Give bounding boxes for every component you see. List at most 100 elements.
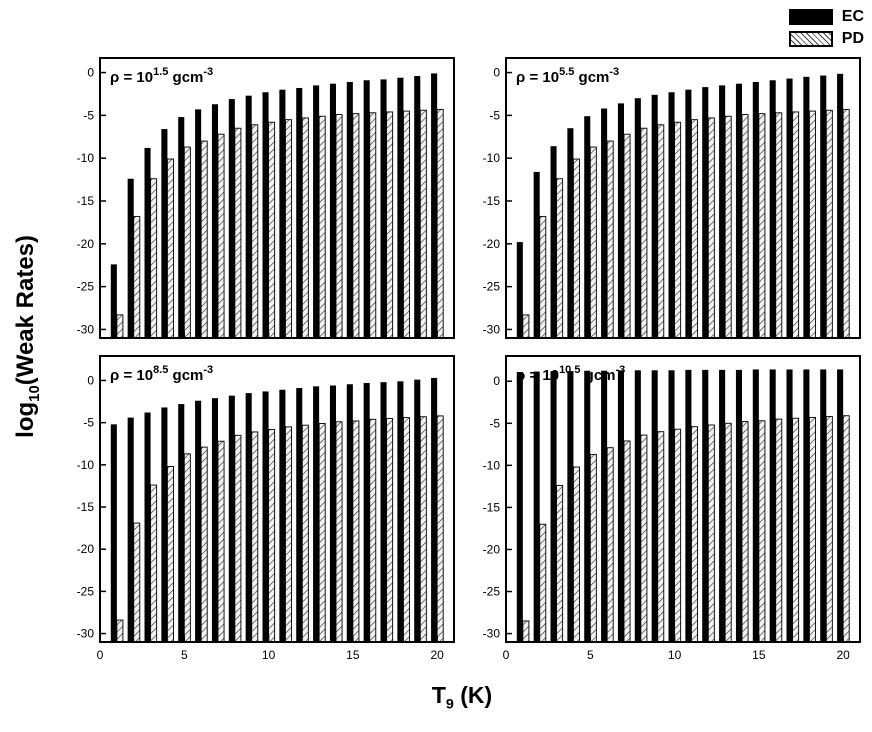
- ec-bar: [702, 87, 709, 338]
- ec-bar: [769, 80, 776, 338]
- pd-bar: [419, 109, 427, 339]
- y-tick-label: 0: [493, 374, 500, 388]
- x-tick-label: 5: [587, 648, 594, 662]
- pd-bar: [825, 416, 833, 643]
- ec-bar: [837, 73, 844, 339]
- panel-title: ρ = 1010.5 gcm-3: [516, 364, 625, 384]
- plot-border: [99, 57, 455, 339]
- pd-bar: [301, 117, 309, 339]
- ec-bar: [752, 81, 759, 339]
- pd-bar: [758, 420, 766, 643]
- y-tick-label: -5: [83, 108, 94, 122]
- plot-border: [99, 355, 455, 643]
- x-tick-label: 10: [262, 648, 276, 662]
- pd-bar: [166, 466, 174, 643]
- y-tick-label: 0: [87, 373, 94, 387]
- ec-bar: [195, 109, 202, 338]
- pd-bar: [657, 431, 665, 643]
- ec-bar: [161, 129, 168, 338]
- chart-panel-rho-5-5: 0 -5 -10 -15 -20 -25 -30 ρ = 105.5 gcm-3: [483, 57, 861, 339]
- pd-bar: [724, 422, 732, 643]
- ec-bar: [245, 95, 252, 338]
- pd-bar: [335, 114, 343, 339]
- ec-bar: [262, 92, 269, 338]
- ec-bar: [601, 108, 608, 339]
- ec-bar: [719, 369, 726, 642]
- pd-bar: [522, 314, 530, 339]
- pd-bar: [539, 523, 547, 643]
- ec-bar: [414, 379, 421, 642]
- ec-bar: [211, 398, 218, 642]
- ec-bar: [516, 242, 523, 338]
- ec-bar: [567, 371, 574, 642]
- pd-bar: [217, 440, 225, 643]
- ec-bar: [735, 83, 742, 338]
- pd-bar: [842, 415, 850, 643]
- y-axis-label-text: log10(Weak Rates): [11, 234, 43, 438]
- ec-bar: [820, 75, 827, 338]
- pd-bar: [842, 108, 850, 339]
- y-tick-label: -30: [483, 322, 501, 336]
- pd-bar: [623, 440, 631, 643]
- ec-bar: [110, 264, 117, 338]
- ec-bar: [668, 92, 675, 338]
- pd-bar: [335, 421, 343, 643]
- ec-bar: [634, 98, 641, 338]
- ec-bar: [584, 370, 591, 642]
- pd-bar: [556, 485, 564, 643]
- ec-bar: [363, 80, 370, 338]
- pd-bar: [369, 418, 377, 643]
- y-tick-label: -10: [483, 458, 501, 472]
- ec-bar: [397, 381, 404, 642]
- legend: EC PD: [788, 8, 864, 48]
- y-tick-label: -30: [77, 322, 95, 336]
- y-tick-label: -10: [77, 458, 95, 472]
- ec-bar: [550, 146, 557, 338]
- y-tick-label: -25: [77, 280, 95, 294]
- ec-bar: [178, 404, 185, 642]
- ec-bar: [617, 103, 624, 338]
- pd-bar: [606, 447, 614, 643]
- pd-bar: [758, 113, 766, 339]
- ec-bar: [346, 384, 353, 642]
- panel-title: ρ = 101.5 gcm-3: [110, 66, 213, 86]
- pd-bar: [436, 108, 444, 339]
- ec-bar: [127, 417, 134, 642]
- pd-bar: [775, 418, 783, 643]
- plot-border: [505, 355, 861, 643]
- pd-bar: [589, 453, 597, 643]
- pd-bar: [825, 109, 833, 339]
- ec-bar: [601, 370, 608, 642]
- legend-label-pd: PD: [841, 30, 864, 47]
- ec-bar: [584, 116, 591, 338]
- x-tick-label: 0: [97, 648, 104, 662]
- ec-bar: [414, 75, 421, 338]
- ec-bar: [820, 369, 827, 642]
- ec-bar: [786, 78, 793, 338]
- pd-bar: [166, 158, 174, 339]
- ec-bar: [127, 178, 134, 338]
- ec-bar: [431, 377, 438, 642]
- pd-bar: [539, 215, 547, 339]
- ec-bar: [329, 83, 336, 338]
- panels-grid: 0 -5 -10 -15 -20 -25 -30 ρ = 101.5 gcm-3 0 -5 -10…: [56, 6, 868, 672]
- chart-panel-rho-8-5: 0-5-10-15-20-25-300 5 10 15 20ρ = 108.5 gcm-…: [77, 355, 455, 662]
- ec-bar: [279, 389, 286, 642]
- pd-bar: [150, 484, 158, 643]
- y-tick-label: -30: [483, 627, 501, 641]
- pd-bar: [808, 110, 816, 339]
- pd-bar: [234, 434, 242, 643]
- y-tick-label: -20: [77, 542, 95, 556]
- ec-bar: [161, 407, 168, 642]
- pd-bar: [386, 111, 394, 339]
- y-tick-label: -15: [483, 194, 501, 208]
- ec-bar: [516, 371, 523, 642]
- ec-bar: [719, 85, 726, 339]
- ec-bar: [296, 87, 303, 338]
- legend-item-ec: EC: [788, 8, 864, 26]
- ec-bar: [144, 147, 151, 338]
- y-tick-label: -15: [77, 500, 95, 514]
- ec-bar: [651, 94, 658, 338]
- pd-bar: [352, 420, 360, 643]
- ec-bar: [550, 371, 557, 642]
